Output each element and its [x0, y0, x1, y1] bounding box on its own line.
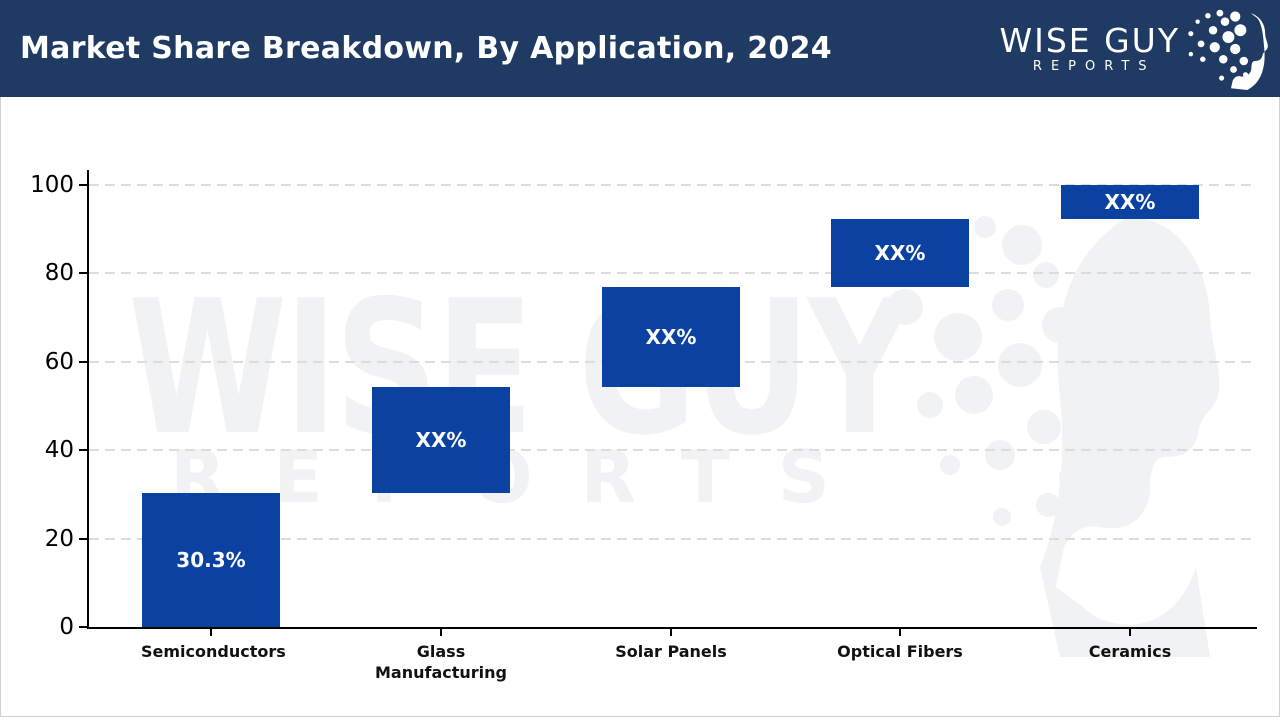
x-tick-label: Solar Panels	[615, 642, 727, 661]
x-tick	[670, 629, 672, 636]
y-tick-label: 20	[44, 525, 74, 552]
waterfall-bar: 30.3%	[142, 493, 280, 627]
x-tick-label: Semiconductors	[141, 642, 286, 661]
bar-value-label: XX%	[645, 324, 697, 349]
y-axis-line	[87, 170, 89, 629]
page-title: Market Share Breakdown, By Application, …	[20, 31, 832, 66]
y-tick-label: 40	[44, 437, 74, 464]
x-tick-label: Optical Fibers	[837, 642, 963, 661]
header-bar: Market Share Breakdown, By Application, …	[0, 0, 1280, 97]
waterfall-bar: XX%	[602, 286, 740, 387]
gridline	[89, 449, 1256, 452]
brand-logo: WISE GUY REPORTS	[999, 8, 1280, 90]
y-tick	[79, 626, 87, 628]
bar-value-label: XX%	[874, 241, 926, 266]
watermark-text: WISE GUY	[128, 260, 912, 476]
brand-logo-text: WISE GUY REPORTS	[999, 20, 1180, 75]
x-tick	[440, 629, 442, 636]
y-tick	[79, 537, 87, 540]
waterfall-bar: XX%	[831, 219, 969, 287]
watermark-face-icon	[887, 216, 1220, 657]
x-tick	[1129, 629, 1131, 636]
gridline	[89, 537, 1256, 540]
y-tick	[79, 360, 87, 363]
y-tick	[79, 449, 87, 452]
y-tick-label: 100	[30, 172, 74, 198]
x-tick	[899, 629, 901, 636]
y-tick-label: 80	[44, 260, 74, 287]
waterfall-bar: XX%	[1061, 185, 1199, 220]
y-tick	[79, 272, 87, 275]
x-tick-label: Glass Manufacturing	[375, 642, 507, 682]
x-tick	[210, 629, 212, 636]
brand-subname: REPORTS	[1032, 58, 1156, 74]
x-axis-line	[87, 627, 1257, 629]
y-tick-label: 0	[59, 614, 74, 640]
brand-name: WISE GUY	[999, 20, 1180, 60]
bar-value-label: XX%	[415, 428, 467, 453]
gridline	[89, 272, 1256, 275]
x-tick-label: Ceramics	[1088, 642, 1172, 661]
gridline	[89, 184, 1256, 186]
bar-value-label: 30.3%	[176, 548, 246, 573]
waterfall-bar: XX%	[372, 386, 510, 494]
bar-value-label: XX%	[1104, 190, 1156, 215]
y-tick	[79, 184, 87, 186]
y-tick-label: 60	[44, 348, 74, 375]
brand-face-icon	[1188, 9, 1268, 90]
